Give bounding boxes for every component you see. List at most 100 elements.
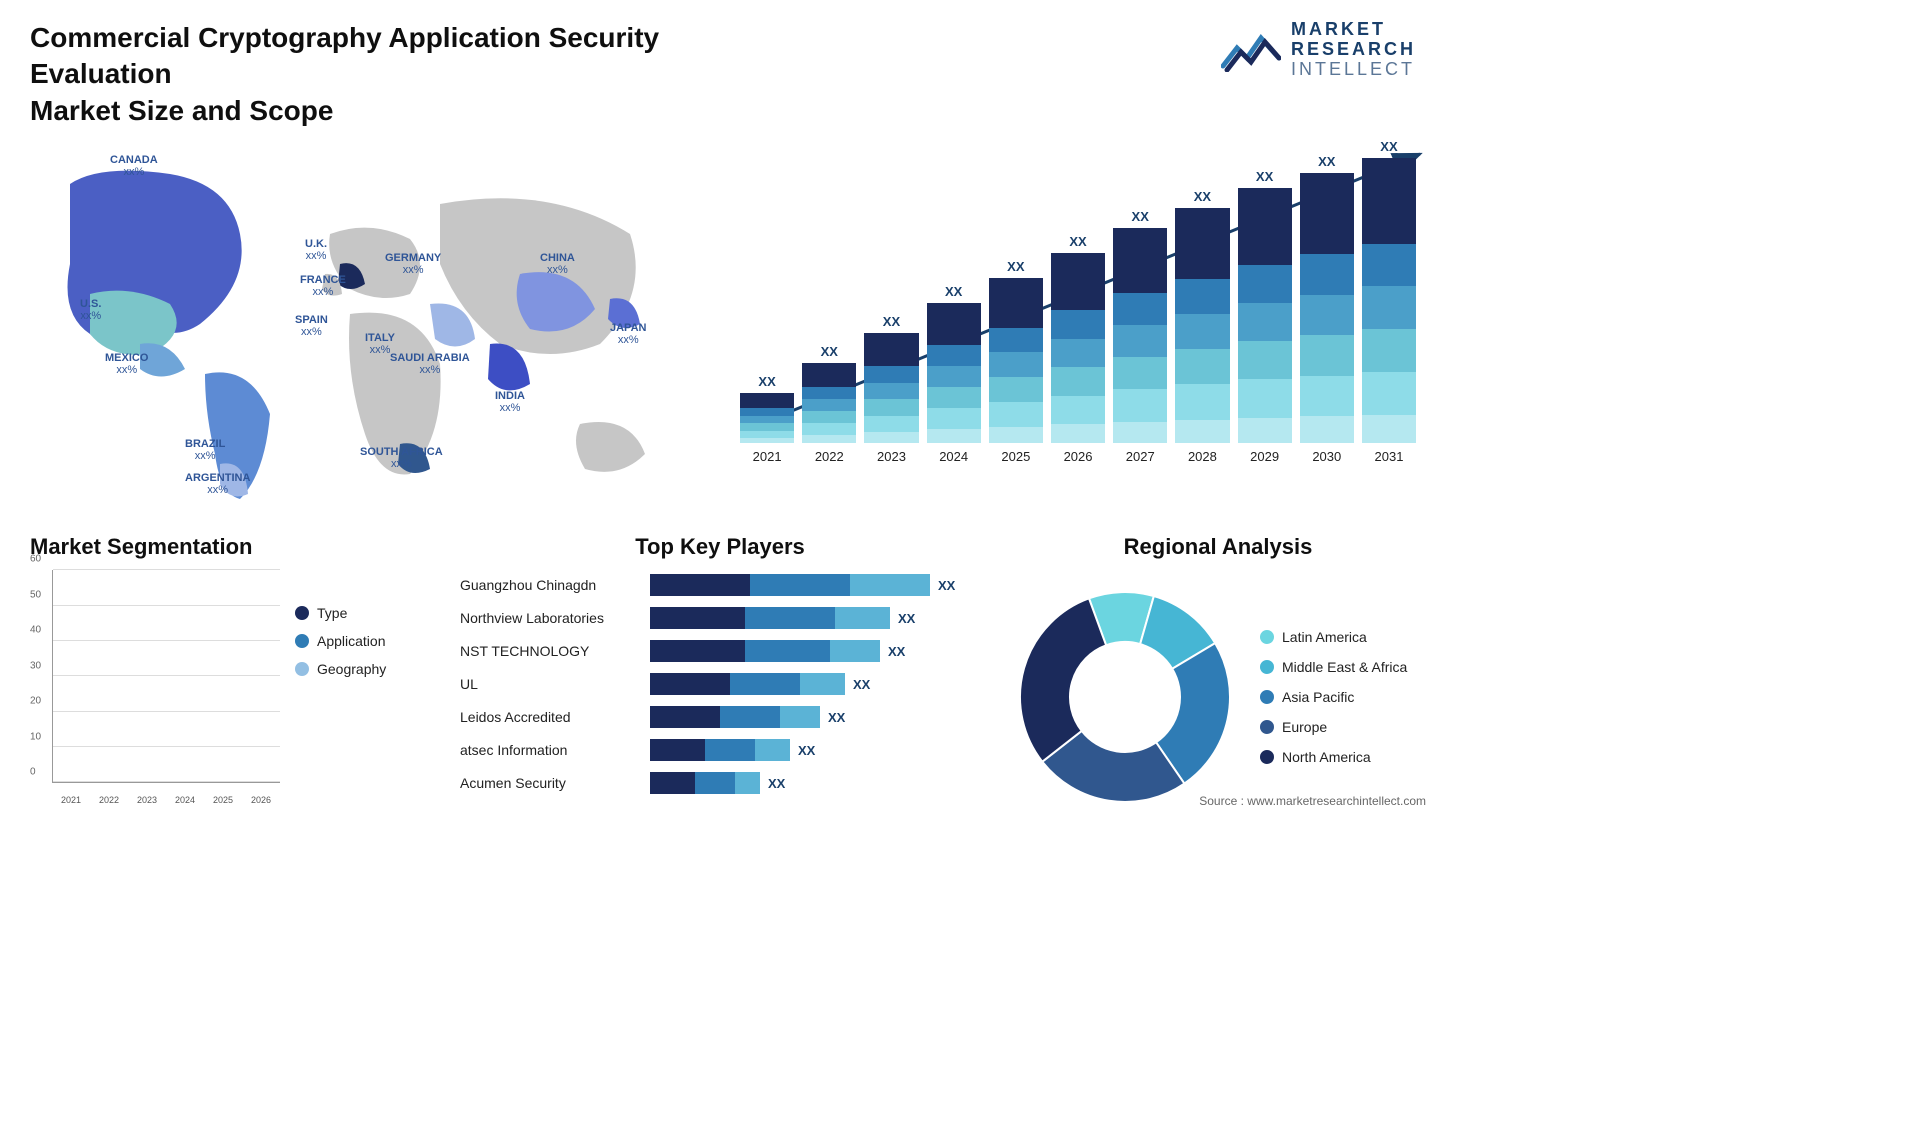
legend-item: Application [295, 633, 386, 649]
bar-year-label: 2029 [1250, 449, 1279, 464]
y-tick: 40 [30, 625, 41, 636]
player-value: XX [828, 710, 845, 725]
player-bar [650, 772, 760, 794]
bar-year-label: 2027 [1126, 449, 1155, 464]
map-label: U.K.xx% [305, 238, 327, 262]
y-tick: 10 [30, 731, 41, 742]
bar-value-label: XX [1318, 154, 1335, 169]
player-row: Northview Laboratories XX [460, 603, 980, 633]
y-tick: 50 [30, 589, 41, 600]
legend-item: Europe [1260, 719, 1407, 735]
x-tick: 2022 [90, 795, 128, 805]
player-name: Northview Laboratories [460, 610, 650, 626]
bar-year-label: 2023 [877, 449, 906, 464]
map-label: CANADAxx% [110, 154, 158, 178]
y-tick: 20 [30, 696, 41, 707]
bar-column: XX 2022 [802, 344, 856, 464]
map-label: GERMANYxx% [385, 252, 441, 276]
map-label: U.S.xx% [80, 298, 101, 322]
legend-item: Asia Pacific [1260, 689, 1407, 705]
bar-column: XX 2021 [740, 374, 794, 464]
regional-donut [1010, 582, 1240, 812]
bar-year-label: 2028 [1188, 449, 1217, 464]
bar-year-label: 2030 [1312, 449, 1341, 464]
bar-column: XX 2025 [989, 259, 1043, 464]
legend-item: Type [295, 605, 386, 621]
bar-year-label: 2025 [1001, 449, 1030, 464]
map-label: SPAINxx% [295, 314, 328, 338]
legend-item: Middle East & Africa [1260, 659, 1407, 675]
bar-value-label: XX [1380, 139, 1397, 154]
player-name: Guangzhou Chinagdn [460, 577, 650, 593]
bar-year-label: 2022 [815, 449, 844, 464]
x-tick: 2025 [204, 795, 242, 805]
page-title: Commercial Cryptography Application Secu… [30, 20, 750, 129]
regional-legend: Latin America Middle East & Africa Asia Pa… [1260, 629, 1407, 765]
logo-icon [1221, 28, 1281, 72]
bar-column: XX 2027 [1113, 209, 1167, 464]
player-bar [650, 607, 890, 629]
player-value: XX [768, 776, 785, 791]
bar-year-label: 2026 [1064, 449, 1093, 464]
bar-value-label: XX [821, 344, 838, 359]
x-tick: 2024 [166, 795, 204, 805]
bar-year-label: 2024 [939, 449, 968, 464]
player-value: XX [938, 578, 955, 593]
bar-year-label: 2021 [753, 449, 782, 464]
bar-column: XX2026 [1051, 234, 1105, 464]
bar-column: XX 2030 [1300, 154, 1354, 464]
player-row: Leidos Accredited XX [460, 702, 980, 732]
player-name: Leidos Accredited [460, 709, 650, 725]
player-bar [650, 706, 820, 728]
player-value: XX [798, 743, 815, 758]
x-tick: 2021 [52, 795, 90, 805]
donut-segment [1020, 599, 1106, 762]
legend-item: Geography [295, 661, 386, 677]
legend-item: Latin America [1260, 629, 1407, 645]
player-bar [650, 640, 880, 662]
player-value: XX [898, 611, 915, 626]
player-name: UL [460, 676, 650, 692]
segmentation-chart: 0102030405060 202120222023202420252026 [30, 570, 280, 805]
y-tick: 0 [30, 767, 36, 778]
bar-column: XX 2029 [1238, 169, 1292, 464]
world-map: CANADAxx%U.S.xx%MEXICOxx%BRAZILxx%ARGENT… [30, 144, 670, 514]
bar-value-label: XX [1194, 189, 1211, 204]
regional-title: Regional Analysis [1010, 534, 1426, 560]
bar-value-label: XX [1132, 209, 1149, 224]
map-svg [30, 144, 670, 514]
players-panel: Top Key Players Guangzhou ChinagdnXXNort… [460, 534, 980, 824]
segmentation-title: Market Segmentation [30, 534, 430, 560]
bar-column: XX2031 [1362, 139, 1416, 464]
bar-value-label: XX [1256, 169, 1273, 184]
player-bar [650, 739, 790, 761]
map-label: SAUDI ARABIAxx% [390, 352, 470, 376]
x-tick: 2023 [128, 795, 166, 805]
player-bar [650, 673, 845, 695]
player-bar [650, 574, 930, 596]
bar-value-label: XX [945, 284, 962, 299]
bar-value-label: XX [758, 374, 775, 389]
player-row: atsec InformationXX [460, 735, 980, 765]
bar-column: XX2023 [864, 314, 918, 464]
regional-panel: Regional Analysis Latin America Middle Ea… [1010, 534, 1426, 824]
market-size-bar-chart: XX2021XX2022XX2023XX2024XX2025XX2026XX20… [710, 144, 1426, 514]
bar-column: XX 2028 [1175, 189, 1229, 464]
segmentation-panel: Market Segmentation 0102030405060 202120… [30, 534, 430, 824]
map-label: MEXICOxx% [105, 352, 148, 376]
map-label: CHINAxx% [540, 252, 575, 276]
player-row: ULXX [460, 669, 980, 699]
map-label: JAPANxx% [610, 322, 646, 346]
player-row: Guangzhou Chinagdn XX [460, 570, 980, 600]
player-value: XX [888, 644, 905, 659]
bar-value-label: XX [1007, 259, 1024, 274]
player-name: Acumen Security [460, 775, 650, 791]
brand-logo: MARKET RESEARCH INTELLECT [1221, 20, 1416, 79]
map-label: INDIAxx% [495, 390, 525, 414]
x-tick: 2026 [242, 795, 280, 805]
players-title: Top Key Players [460, 534, 980, 560]
legend-item: North America [1260, 749, 1407, 765]
player-row: Acumen Security XX [460, 768, 980, 798]
player-name: NST TECHNOLOGY [460, 643, 650, 659]
map-label: BRAZILxx% [185, 438, 225, 462]
